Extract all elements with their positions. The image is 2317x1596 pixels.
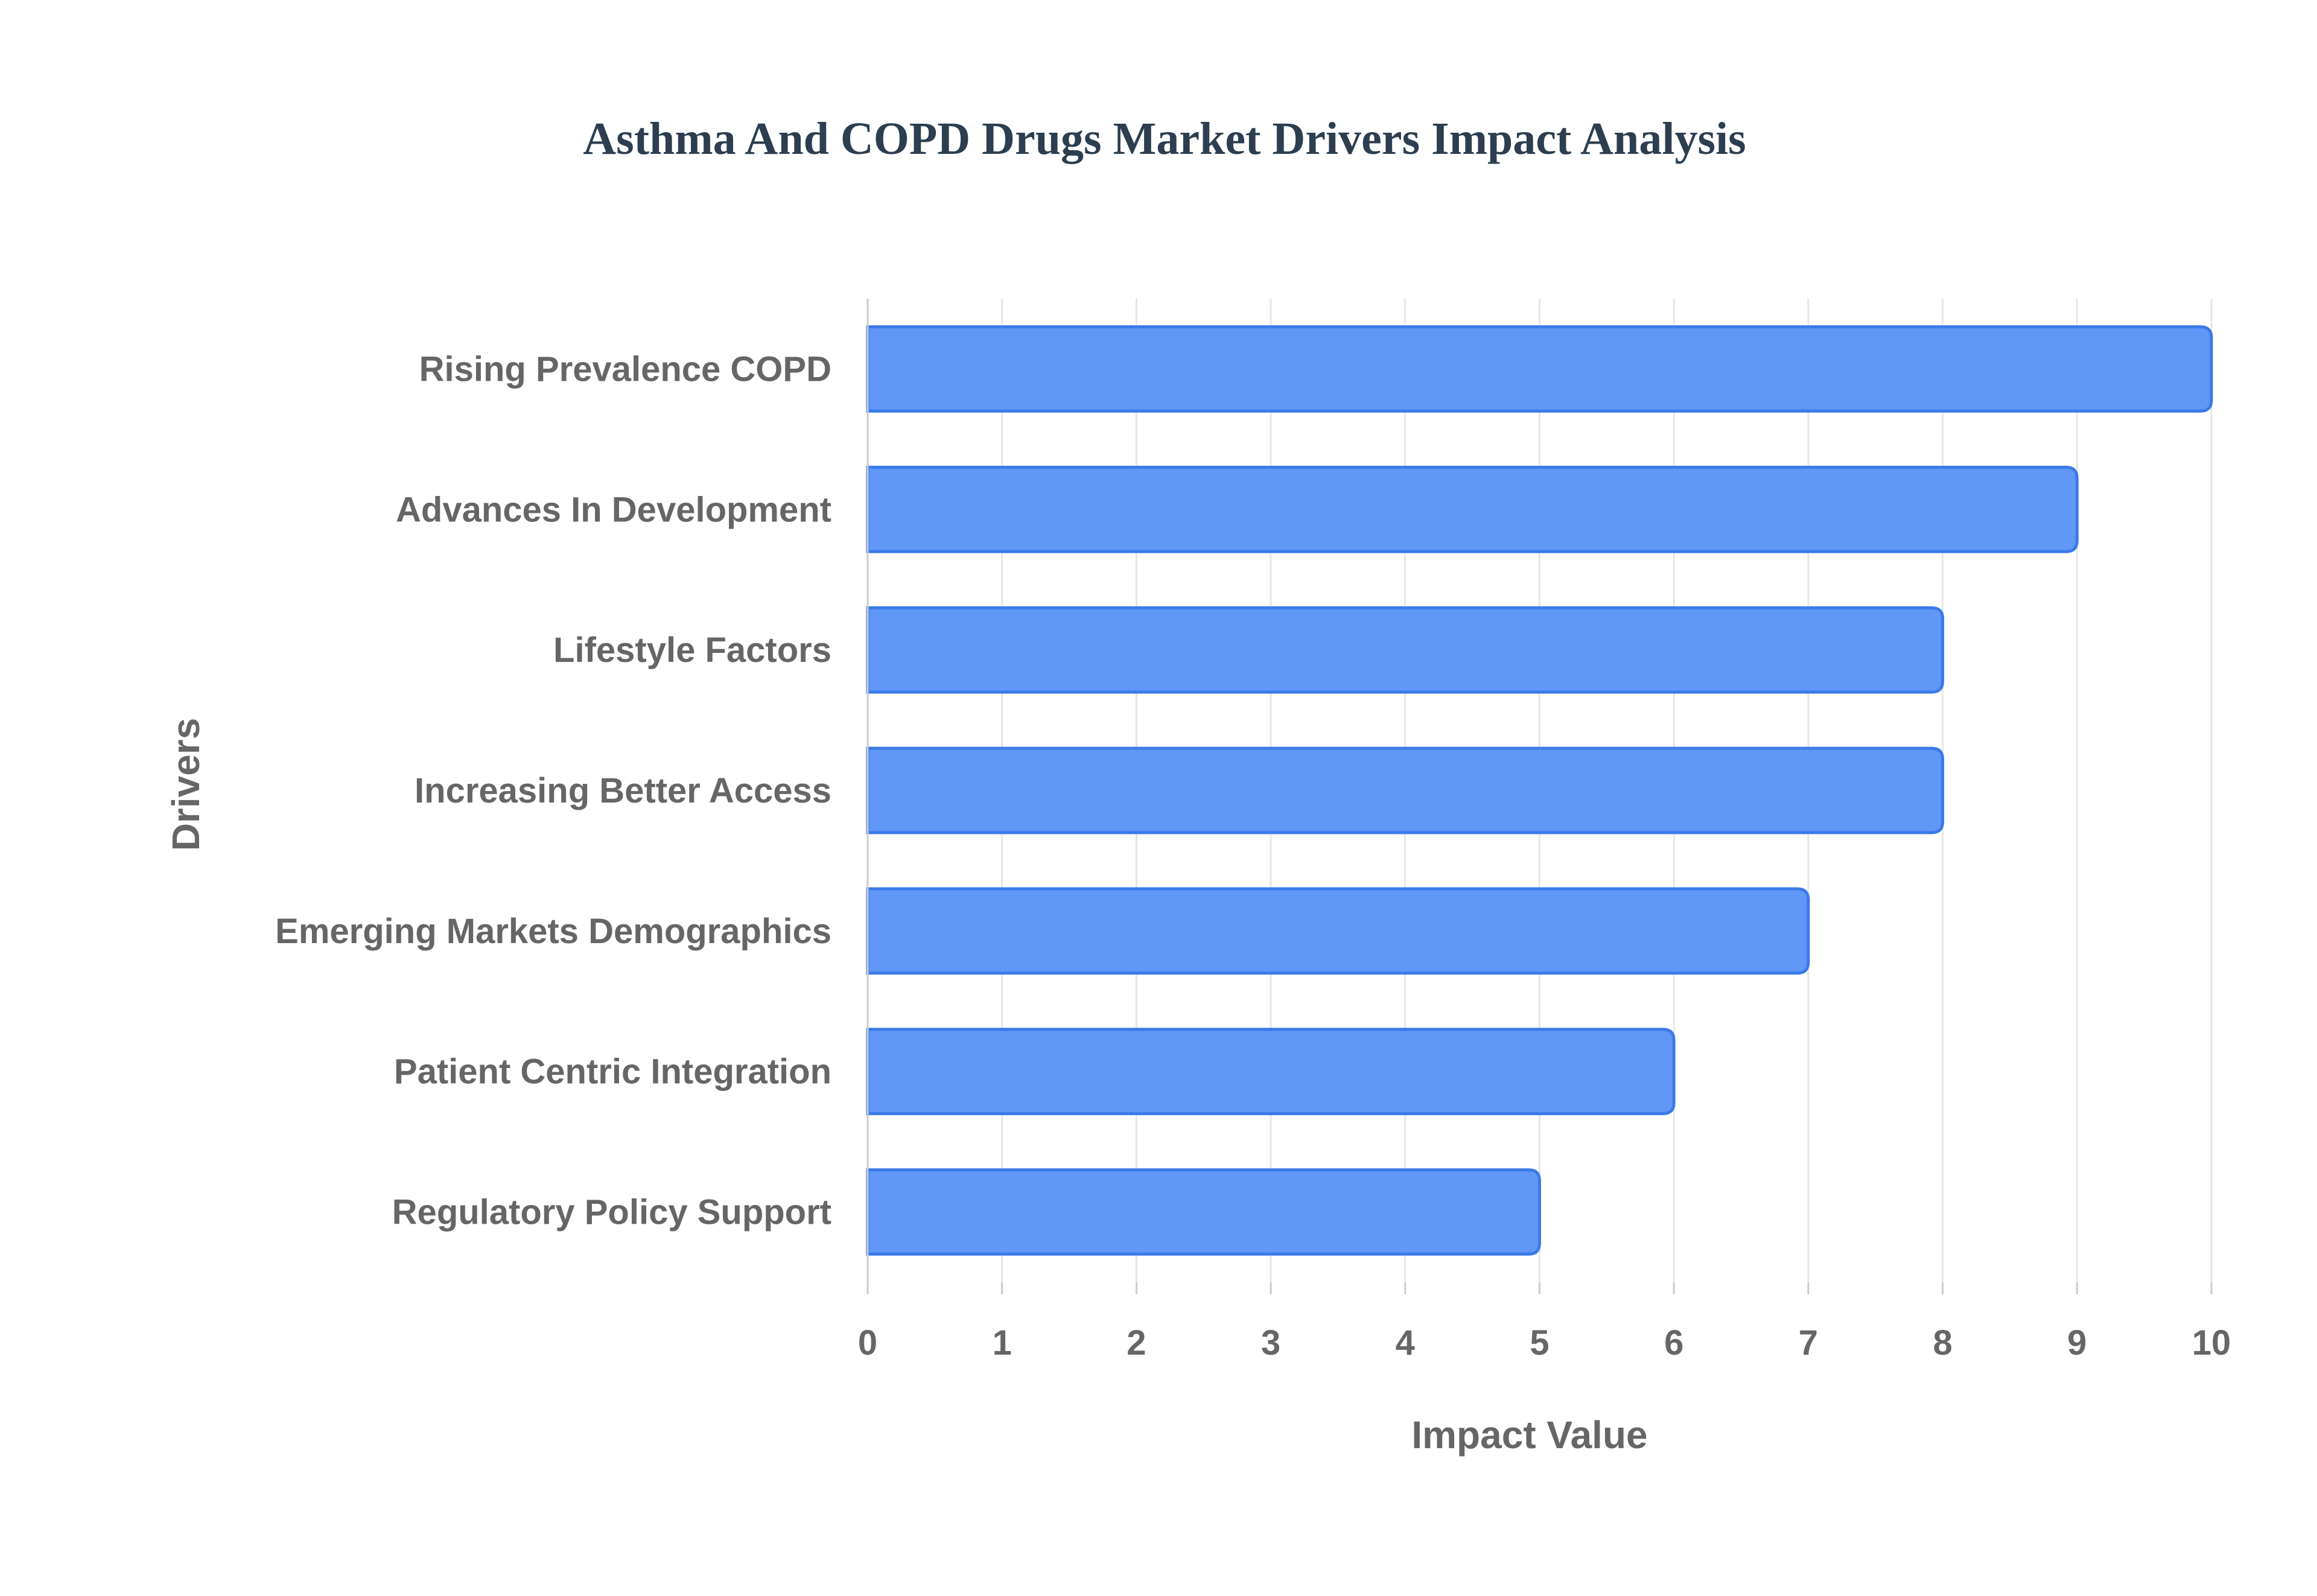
bar[interactable] — [866, 746, 1945, 835]
axes — [866, 299, 2213, 1294]
y-category-label: Lifestyle Factors — [553, 631, 831, 670]
x-axis-title: Impact Value — [1411, 1413, 1647, 1457]
bar[interactable] — [866, 887, 1810, 975]
bar[interactable] — [866, 1168, 1541, 1256]
y-category-label: Rising Prevalence COPD — [419, 349, 831, 389]
bar[interactable] — [866, 325, 2213, 413]
y-category-label: Emerging Markets Demographics — [275, 912, 831, 951]
y-category-label: Patient Centric Integration — [394, 1052, 831, 1092]
x-tick-label: 1 — [993, 1323, 1012, 1362]
x-tick-label: 0 — [858, 1323, 877, 1362]
y-category-label: Advances In Development — [396, 490, 831, 529]
y-category-label: Regulatory Policy Support — [392, 1193, 831, 1232]
x-tick-labels: 0 1 2 3 4 5 6 7 8 9 10 — [858, 1323, 2231, 1362]
x-tick-label: 3 — [1261, 1323, 1280, 1362]
bar[interactable] — [866, 1028, 1676, 1116]
x-tick-label: 7 — [1799, 1323, 1818, 1362]
y-category-label: Increasing Better Access — [415, 771, 831, 810]
y-axis-title: Drivers — [164, 718, 208, 851]
x-tick-label: 6 — [1664, 1323, 1683, 1362]
x-tick-label: 5 — [1530, 1323, 1549, 1362]
chart-title: Asthma And COPD Drugs Market Drivers Imp… — [583, 113, 1746, 164]
x-tick-label: 2 — [1127, 1323, 1146, 1362]
x-tick-label: 8 — [1933, 1323, 1952, 1362]
bar[interactable] — [866, 465, 2079, 553]
x-tick-label: 9 — [2067, 1323, 2087, 1362]
x-tick-label: 10 — [2192, 1323, 2231, 1362]
y-category-labels: Rising Prevalence COPD Advances In Develo… — [275, 349, 831, 1232]
bar[interactable] — [866, 606, 1945, 694]
x-tick-label: 4 — [1396, 1323, 1415, 1362]
bars — [866, 325, 2213, 1256]
